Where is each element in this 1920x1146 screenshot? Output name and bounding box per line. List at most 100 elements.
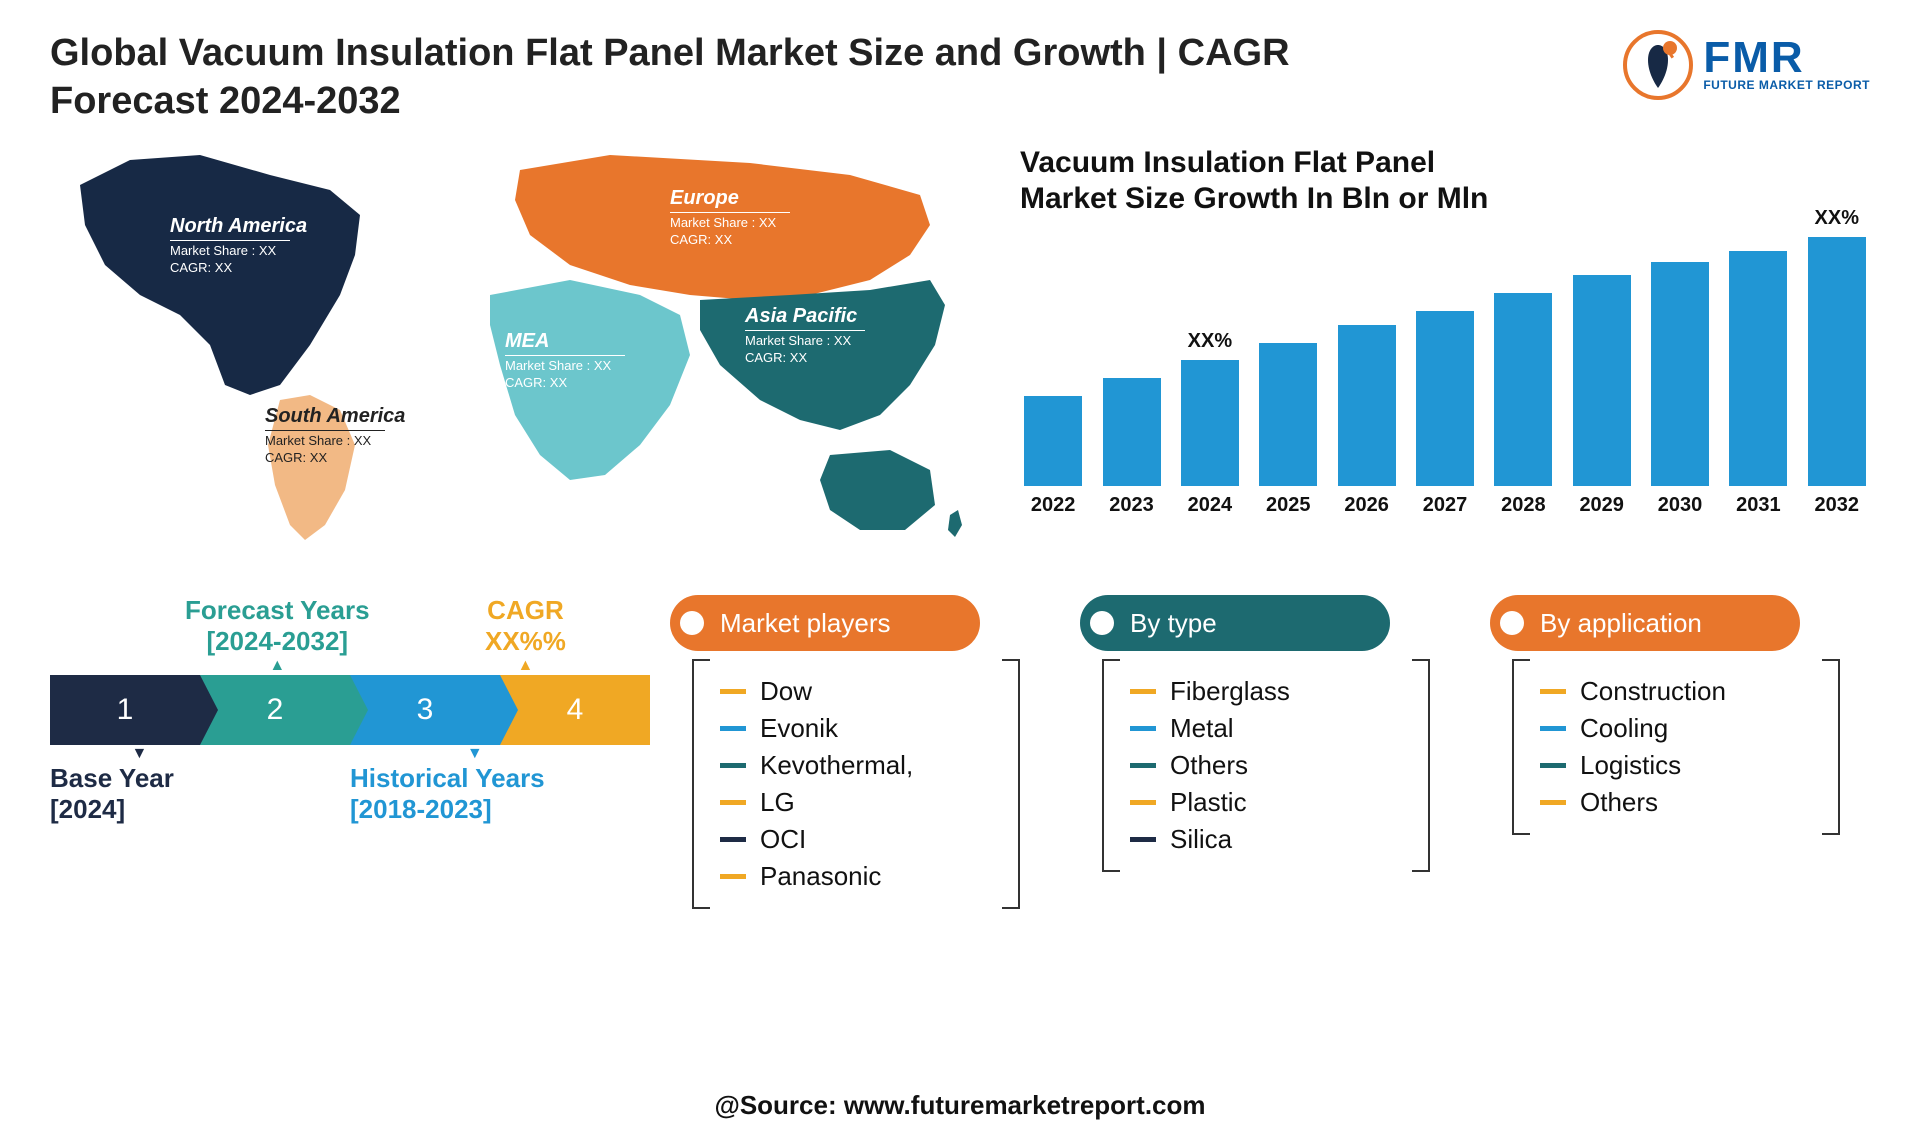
dash-icon <box>1130 837 1156 842</box>
list-item: Fiberglass <box>1130 673 1440 710</box>
timeline-seg-number: 4 <box>567 693 584 727</box>
bar-year-label: 2030 <box>1658 494 1703 517</box>
bars-container: 20222023XX%20242025202620272028202920302… <box>1020 227 1870 517</box>
bar-col: XX% 2024 <box>1177 360 1243 517</box>
bullet-icon <box>1500 611 1524 635</box>
map-label-na: North America Market Share : XX CAGR: XX <box>170 215 307 277</box>
map-nz <box>948 510 962 537</box>
bar-col: 2030 <box>1647 262 1713 517</box>
category-list: Construction CoolingLogisticsOthers <box>1540 673 1850 821</box>
list-item: Evonik <box>720 710 1030 747</box>
category-column: By application Construction CoolingLogisti… <box>1490 595 1870 909</box>
timeline-segment: 2 <box>200 675 350 745</box>
list-item-text: Construction <box>1580 676 1726 707</box>
bar-year-label: 2027 <box>1423 494 1468 517</box>
bar-rect: XX% <box>1808 237 1866 486</box>
list-item: Others <box>1540 784 1850 821</box>
bar-col: 2026 <box>1333 325 1399 517</box>
bar-year-label: 2026 <box>1344 494 1389 517</box>
bar-col: 2028 <box>1490 293 1556 517</box>
categories-row: Market players Dow EvonikKevothermal,LG OCI… <box>670 595 1870 909</box>
category-title: By application <box>1540 608 1702 639</box>
dash-icon <box>1540 726 1566 731</box>
bar-col: 2023 <box>1098 378 1164 517</box>
bullet-icon <box>680 611 704 635</box>
category-bracket: Construction CoolingLogisticsOthers <box>1490 659 1850 835</box>
map-label-ap: Asia Pacific Market Share : XX CAGR: XX <box>745 305 865 367</box>
category-header: Market players <box>670 595 980 651</box>
bar-year-label: 2025 <box>1266 494 1311 517</box>
dash-icon <box>720 763 746 768</box>
list-item-text: OCI <box>760 824 806 855</box>
category-header: By type <box>1080 595 1390 651</box>
bullet-icon <box>1090 611 1114 635</box>
category-list: FiberglassMetalOthersPlasticSilica <box>1130 673 1440 858</box>
dash-icon <box>720 800 746 805</box>
dash-icon <box>1540 763 1566 768</box>
bar-year-label: 2023 <box>1109 494 1154 517</box>
map-label-mea: MEA Market Share : XX CAGR: XX <box>505 330 625 392</box>
dash-icon <box>720 689 746 694</box>
list-item: Panasonic <box>720 858 1030 895</box>
list-item-text: Others <box>1170 750 1248 781</box>
bar-year-label: 2032 <box>1815 494 1860 517</box>
dash-icon <box>720 837 746 842</box>
category-list: Dow EvonikKevothermal,LG OCIPanasonic <box>720 673 1030 895</box>
list-item: Silica <box>1130 821 1440 858</box>
list-item: Others <box>1130 747 1440 784</box>
list-item-text: Dow <box>760 676 812 707</box>
map-region-au <box>820 450 935 530</box>
map-label-sa: South America Market Share : XX CAGR: XX <box>265 405 405 467</box>
bar-rect <box>1651 262 1709 486</box>
bar-rect <box>1103 378 1161 486</box>
timeline-segment: 4 <box>500 675 650 745</box>
timeline-label: Forecast Years[2024-2032]▲ <box>185 595 370 675</box>
bar-col: 2025 <box>1255 343 1321 517</box>
category-title: Market players <box>720 608 891 639</box>
bar-col: 2031 <box>1725 251 1791 517</box>
dash-icon <box>720 726 746 731</box>
dash-icon <box>1130 726 1156 731</box>
page-title: Global Vacuum Insulation Flat Panel Mark… <box>50 30 1350 125</box>
list-item: Kevothermal, <box>720 747 1030 784</box>
timeline-segment: 3 <box>350 675 500 745</box>
chart-title: Vacuum Insulation Flat Panel Market Size… <box>1020 145 1520 217</box>
bar-rect <box>1338 325 1396 486</box>
timeline-label: ▼Base Year[2024] <box>50 745 174 825</box>
bar-rect <box>1494 293 1552 486</box>
bar-year-label: 2024 <box>1188 494 1233 517</box>
list-item: Dow <box>720 673 1030 710</box>
timeline-seg-number: 1 <box>117 693 134 727</box>
bar-year-label: 2031 <box>1736 494 1781 517</box>
bar-rect <box>1729 251 1787 486</box>
bar-rect: XX% <box>1181 360 1239 486</box>
brand-logo: FMR FUTURE MARKET REPORT <box>1623 30 1870 100</box>
logo-icon <box>1623 30 1693 100</box>
list-item: OCI <box>720 821 1030 858</box>
dash-icon <box>1540 800 1566 805</box>
bar-col: 2022 <box>1020 396 1086 517</box>
world-map: North America Market Share : XX CAGR: XX… <box>50 145 970 545</box>
dash-icon <box>720 874 746 879</box>
logo-sub-text: FUTURE MARKET REPORT <box>1703 78 1870 92</box>
dash-icon <box>1130 689 1156 694</box>
list-item-text: Cooling <box>1580 713 1668 744</box>
list-item: LG <box>720 784 1030 821</box>
list-item: Logistics <box>1540 747 1850 784</box>
list-item-text: Plastic <box>1170 787 1247 818</box>
source-attribution: @Source: www.futuremarketreport.com <box>714 1090 1205 1121</box>
category-bracket: Dow EvonikKevothermal,LG OCIPanasonic <box>670 659 1030 909</box>
list-item-text: Others <box>1580 787 1658 818</box>
timeline-seg-number: 2 <box>267 693 284 727</box>
timeline: Forecast Years[2024-2032]▲ CAGRXX%%▲ 1 2 3 4… <box>50 595 650 909</box>
timeline-label: CAGRXX%%▲ <box>485 595 566 675</box>
list-item-text: Evonik <box>760 713 838 744</box>
bar-rect <box>1259 343 1317 486</box>
bar-year-label: 2022 <box>1031 494 1076 517</box>
timeline-label: ▼Historical Years[2018-2023] <box>350 745 545 825</box>
category-title: By type <box>1130 608 1217 639</box>
list-item-text: LG <box>760 787 795 818</box>
bar-year-label: 2028 <box>1501 494 1546 517</box>
dash-icon <box>1130 763 1156 768</box>
list-item: Construction <box>1540 673 1850 710</box>
